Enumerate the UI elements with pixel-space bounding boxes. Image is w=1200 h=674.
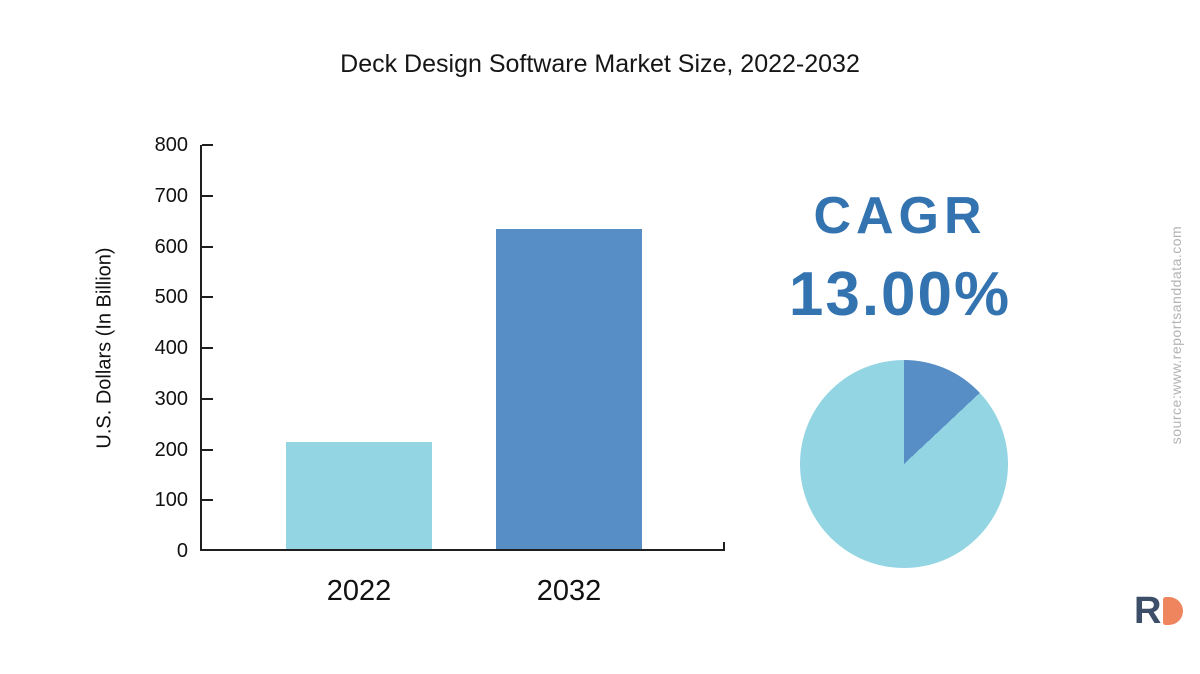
y-tick-label-300: 300	[154, 387, 188, 410]
y-tick-mark-400	[202, 347, 213, 349]
y-axis-title: U.S. Dollars (In Billion)	[93, 247, 116, 449]
x-tick-label-2032: 2032	[536, 575, 602, 607]
y-tick-label-200: 200	[154, 438, 188, 461]
y-tick-mark-200	[202, 448, 213, 451]
bar-2032	[496, 229, 642, 549]
cagr-label: CAGR	[813, 187, 987, 245]
bar-2022	[286, 442, 432, 549]
y-tick-label-0: 0	[176, 540, 188, 562]
bar-plot-area: 0 100 200 300 400 500 600 700 800 2022 2032	[155, 134, 725, 607]
x-axis-end-tick	[723, 542, 725, 549]
y-tick-label-400: 400	[154, 337, 188, 359]
y-tick-mark-700	[202, 194, 213, 197]
cagr-pie-chart	[800, 360, 1008, 568]
y-tick-mark-300	[202, 397, 213, 400]
x-tick-label-2022: 2022	[326, 575, 392, 607]
chart-title: Deck Design Software Market Size, 2022-2…	[340, 50, 860, 78]
y-tick-label-700: 700	[154, 184, 188, 207]
logo-letter-d-shape	[1163, 597, 1184, 625]
cagr-block: CAGR 13.00%	[789, 190, 1011, 326]
source-attribution: source:www.reportsanddata.com	[1168, 225, 1184, 445]
y-tick-mark-600	[202, 245, 213, 248]
y-tick-label-500: 500	[154, 286, 188, 309]
y-tick-mark-500	[202, 296, 213, 299]
y-tick-mark-800	[202, 144, 213, 147]
y-tick-label-100: 100	[154, 489, 188, 512]
reportsanddata-logo: R	[1134, 590, 1184, 632]
cagr-value: 13.00%	[788, 260, 1012, 329]
y-tick-label-800: 800	[154, 134, 188, 156]
y-tick-mark-100	[202, 499, 213, 502]
x-axis-line	[200, 549, 725, 551]
logo-letter-r: R	[1134, 590, 1162, 632]
y-tick-label-600: 600	[154, 235, 188, 258]
y-axis-line	[200, 145, 202, 551]
